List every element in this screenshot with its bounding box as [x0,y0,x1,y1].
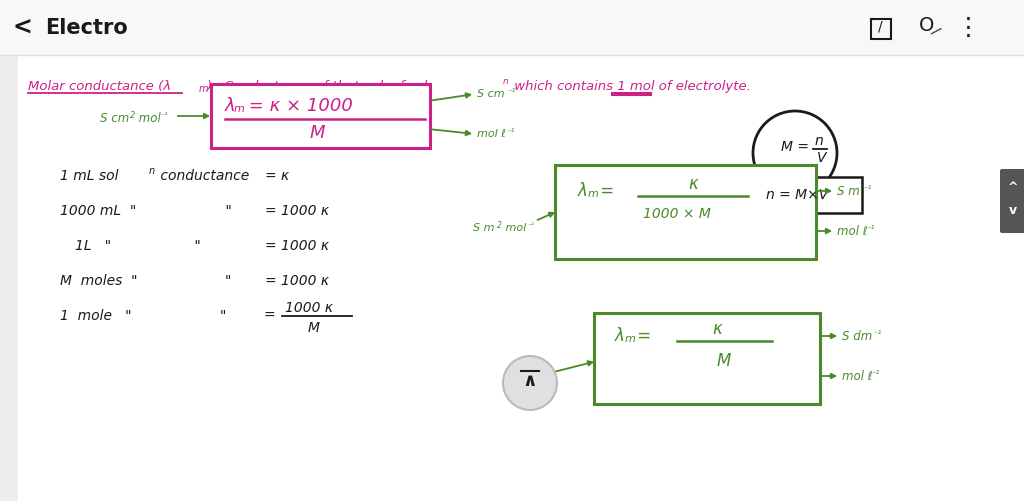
Text: = 1000 κ: = 1000 κ [265,239,329,253]
Text: M: M [310,124,326,142]
Text: mol: mol [502,223,526,233]
Text: which contains 1 mol of electrolyte.: which contains 1 mol of electrolyte. [510,80,751,93]
FancyBboxPatch shape [0,55,1024,501]
Text: conductance: conductance [156,169,249,183]
Text: ⁻¹: ⁻¹ [871,370,880,378]
Text: λ: λ [615,327,625,345]
Text: O: O [920,16,935,35]
FancyBboxPatch shape [0,55,18,501]
Text: v: v [1009,203,1017,216]
Text: ": " [186,204,231,218]
FancyBboxPatch shape [594,313,820,404]
Text: m: m [199,84,209,94]
Text: n = M×V: n = M×V [766,188,828,202]
Text: =: = [595,182,614,200]
Text: 1000 κ: 1000 κ [285,301,333,315]
Text: ∧: ∧ [522,372,538,390]
Text: =: = [632,327,651,345]
Text: ^: ^ [1008,180,1018,193]
FancyBboxPatch shape [1000,169,1024,233]
Text: = 1000 κ: = 1000 κ [265,274,329,288]
Text: ⁻¹: ⁻¹ [160,111,168,120]
Text: 1000 × M: 1000 × M [643,207,711,221]
Text: M =: M = [781,140,813,154]
Text: S cm: S cm [477,89,505,99]
Text: S dm: S dm [842,330,872,343]
Text: 2: 2 [130,111,135,120]
Text: 1L   ": 1L " [75,239,112,253]
Text: ⁻¹: ⁻¹ [873,330,882,339]
Text: S m: S m [473,223,495,233]
Text: Molar conductance (λ: Molar conductance (λ [28,80,171,93]
Text: ✓: ✓ [880,28,881,29]
FancyBboxPatch shape [0,0,1024,55]
Text: ⁻¹: ⁻¹ [507,88,515,97]
Text: κ: κ [688,175,697,193]
Text: n: n [815,134,823,148]
Text: λ: λ [578,182,588,200]
Text: 1000 mL  ": 1000 mL " [60,204,136,218]
Text: /: / [878,19,883,33]
Text: M: M [717,352,731,370]
Text: ": " [185,309,226,323]
Text: n: n [503,77,509,86]
Text: = κ × 1000: = κ × 1000 [243,97,353,115]
Text: mol ℓ: mol ℓ [477,129,506,139]
Text: 1  mole   ": 1 mole " [60,309,131,323]
Text: m: m [588,189,599,199]
Text: V: V [817,151,826,165]
Text: S cm: S cm [100,112,129,125]
Text: M: M [308,321,319,335]
Text: mol ℓ: mol ℓ [842,370,872,382]
Text: S m: S m [837,184,860,197]
Text: κ: κ [712,320,722,338]
FancyBboxPatch shape [733,177,862,213]
Text: =: = [264,309,275,323]
Text: mol: mol [135,112,161,125]
Text: m: m [234,104,245,114]
FancyBboxPatch shape [555,165,816,259]
Text: Electro: Electro [45,18,128,38]
Circle shape [503,356,557,410]
Text: ": " [190,274,231,288]
Text: ⁻¹: ⁻¹ [863,184,871,193]
Text: <: < [12,16,32,40]
Text: λ: λ [225,97,236,115]
Text: ⁻¹: ⁻¹ [866,224,874,233]
Text: M  moles  ": M moles " [60,274,137,288]
Text: ⁻¹: ⁻¹ [506,127,514,136]
Text: ⁻¹: ⁻¹ [527,220,534,229]
Text: mol: mol [513,374,534,384]
Text: n: n [150,166,155,176]
Text: = κ: = κ [265,169,289,183]
Text: m: m [625,334,636,344]
Text: 2: 2 [497,220,502,229]
Text: 1 mL sol: 1 mL sol [60,169,119,183]
Text: ⋮: ⋮ [955,16,981,40]
FancyBboxPatch shape [211,84,430,148]
Text: ) : Conductance of that vol. of sol: ) : Conductance of that vol. of sol [207,80,428,93]
Text: ": " [155,239,201,253]
Text: /: / [930,25,942,38]
Text: mol ℓ: mol ℓ [837,224,867,237]
Text: = 1000 κ: = 1000 κ [265,204,329,218]
